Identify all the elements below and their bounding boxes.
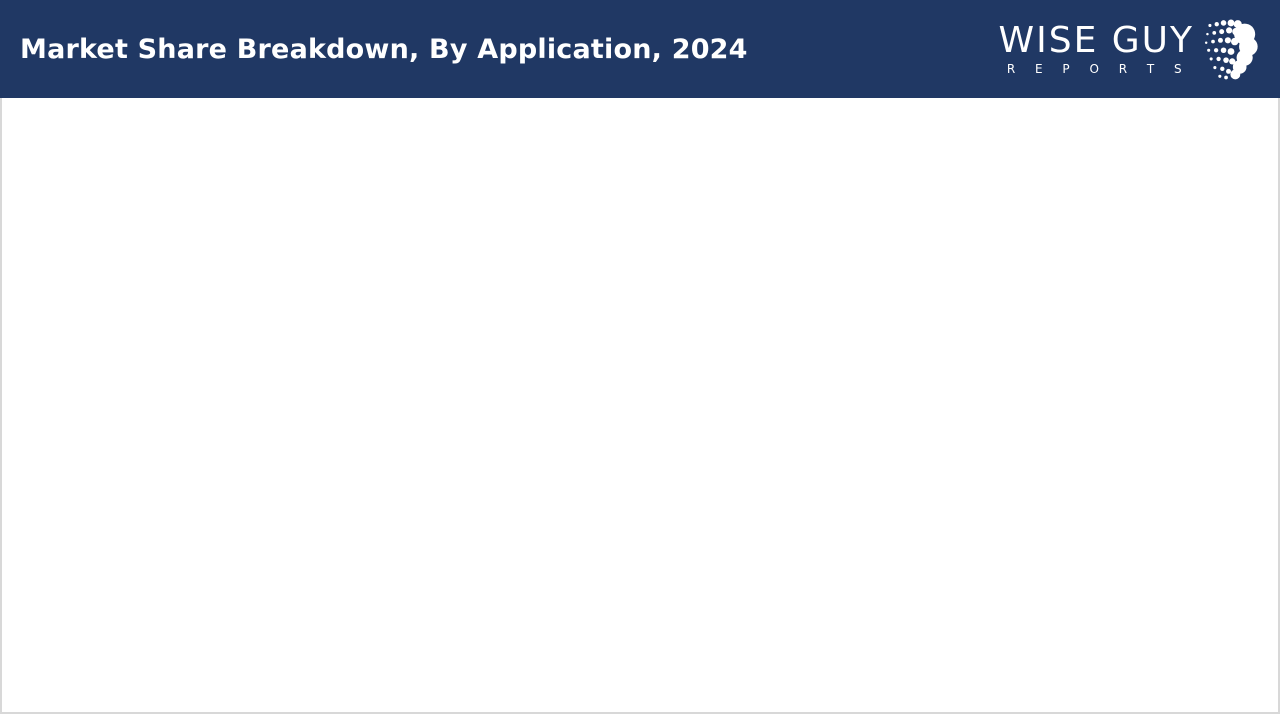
category-label-line: Consumer bbox=[625, 641, 716, 660]
y-axis-tick bbox=[80, 362, 88, 364]
bar: XX% bbox=[372, 462, 510, 537]
bar: XX% bbox=[1060, 187, 1199, 268]
chart-plot-area: WISE GUY R E P O R T S 0 20 40 60 80 100 XX% In… bbox=[0, 98, 1280, 720]
bar: 23.8% bbox=[601, 357, 740, 462]
watermark-face-icon bbox=[700, 210, 1240, 710]
page-title: Market Share Breakdown, By Application, … bbox=[20, 33, 748, 65]
category-label: Industrial Automation bbox=[159, 640, 264, 682]
y-axis-tick bbox=[80, 538, 88, 540]
y-tick-label: 60 bbox=[49, 351, 76, 375]
x-axis-tick bbox=[440, 629, 442, 637]
y-tick-label: 20 bbox=[49, 527, 76, 551]
y-tick-label: 100 bbox=[35, 175, 76, 199]
category-label-line: Healthcare bbox=[1080, 641, 1179, 660]
bar-value-label: XX% bbox=[1102, 215, 1157, 240]
x-axis-tick bbox=[899, 629, 901, 637]
x-axis-tick bbox=[210, 629, 213, 637]
bar-value-label: XX% bbox=[184, 569, 239, 594]
y-tick-label: 40 bbox=[49, 439, 76, 463]
wise-guy-reports-logo: WISE GUY R E P O R T S bbox=[999, 12, 1263, 86]
bar: XX% bbox=[142, 536, 281, 627]
y-tick-label: 0 bbox=[62, 615, 76, 639]
bar-value-label: 23.8% bbox=[634, 397, 707, 422]
y-axis-line bbox=[88, 164, 90, 629]
category-label: Automotive bbox=[389, 640, 494, 661]
gridline bbox=[90, 274, 1253, 276]
y-axis-tick bbox=[80, 450, 88, 452]
y-axis-tick bbox=[80, 626, 88, 628]
category-label-line: Automotive bbox=[388, 641, 494, 660]
category-label: Consumer Electronics bbox=[621, 640, 720, 682]
y-tick-label: 80 bbox=[49, 263, 76, 287]
category-label: Telecommunications bbox=[808, 640, 991, 661]
category-label-line: Electronics bbox=[620, 662, 721, 681]
logo-wordmark: WISE GUY bbox=[998, 19, 1194, 61]
bar: XX% bbox=[831, 267, 969, 358]
category-label-line: Industrial bbox=[167, 641, 255, 660]
bar-value-label: XX% bbox=[873, 300, 927, 325]
logo-subtitle: R E P O R T S bbox=[1006, 61, 1190, 76]
y-axis-tick bbox=[80, 274, 88, 276]
category-label-line: Telecommunications bbox=[808, 641, 992, 660]
x-axis-tick bbox=[1128, 629, 1131, 637]
header-bar: Market Share Breakdown, By Application, … bbox=[0, 0, 1280, 98]
logo-text: WISE GUY R E P O R T S bbox=[998, 19, 1195, 76]
bar-value-label: XX% bbox=[414, 487, 468, 512]
x-axis-tick bbox=[669, 629, 672, 637]
category-label-line: Automation bbox=[158, 662, 265, 681]
category-label: Healthcare bbox=[1080, 640, 1179, 661]
logo-face-icon bbox=[1200, 12, 1262, 86]
y-axis-tick bbox=[80, 186, 88, 188]
